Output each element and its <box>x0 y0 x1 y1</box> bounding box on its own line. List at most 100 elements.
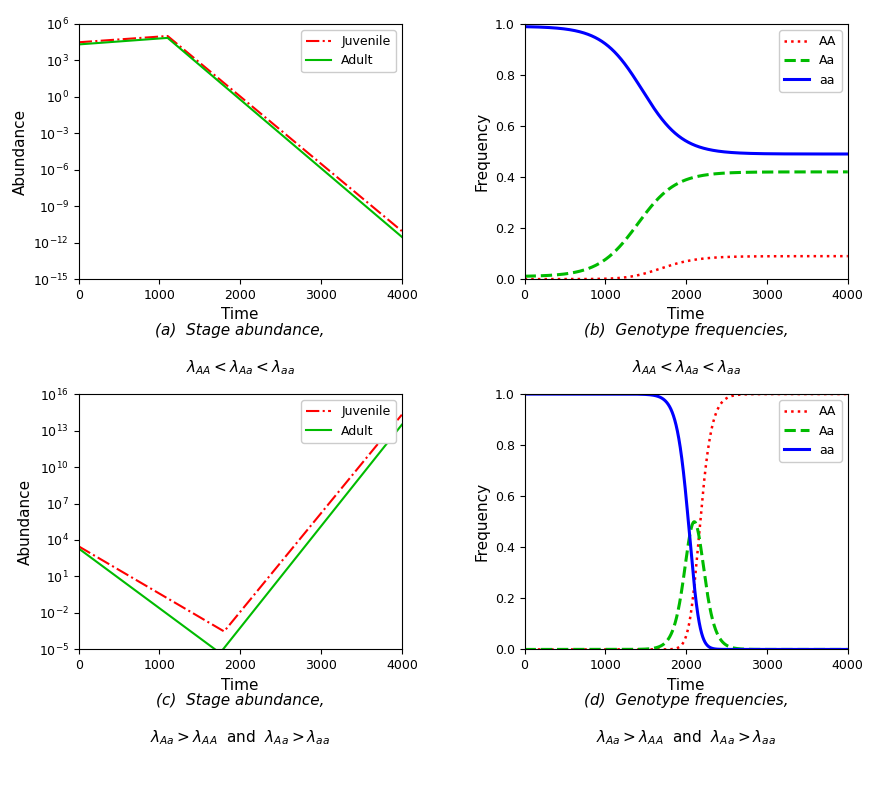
Juvenile <box>212 72 222 82</box>
AA <box>658 645 669 654</box>
Adult <box>309 531 319 540</box>
AA <box>519 645 530 654</box>
Legend: Juvenile, Adult: Juvenile, Adult <box>302 30 396 72</box>
Adult <box>386 223 397 233</box>
Line: Juvenile: Juvenile <box>79 36 402 231</box>
Adult <box>73 544 84 554</box>
AA <box>833 251 843 261</box>
Aa <box>658 640 669 649</box>
Text: $\lambda_{Aa} > \lambda_{AA}$  and  $\lambda_{Aa} > \lambda_{aa}$: $\lambda_{Aa} > \lambda_{AA}$ and $\lamb… <box>596 729 776 748</box>
Line: Adult: Adult <box>79 425 402 653</box>
aa <box>816 149 827 158</box>
Juvenile <box>73 542 84 551</box>
Line: Aa: Aa <box>524 172 848 276</box>
aa <box>519 390 530 399</box>
Juvenile <box>371 442 381 451</box>
aa <box>656 112 666 122</box>
Text: (c)  Stage abundance,: (c) Stage abundance, <box>156 693 324 708</box>
AA <box>843 390 853 399</box>
Y-axis label: Abundance: Abundance <box>18 478 33 565</box>
Adult <box>386 432 397 442</box>
Juvenile <box>212 623 222 632</box>
Adult <box>371 210 381 219</box>
Aa <box>689 517 699 527</box>
aa <box>843 645 853 654</box>
Line: AA: AA <box>524 394 848 649</box>
Line: Adult: Adult <box>79 38 402 237</box>
Juvenile <box>386 422 397 432</box>
AA <box>843 251 853 261</box>
Aa <box>658 189 669 199</box>
aa <box>843 149 853 158</box>
Text: $\lambda_{Aa} > \lambda_{AA}$  and  $\lambda_{Aa} > \lambda_{aa}$: $\lambda_{Aa} > \lambda_{AA}$ and $\lamb… <box>150 729 330 748</box>
Juvenile <box>309 153 319 162</box>
Juvenile <box>397 227 407 236</box>
Aa <box>833 167 843 177</box>
Text: (b)  Genotype frequencies,: (b) Genotype frequencies, <box>584 322 788 337</box>
aa <box>673 430 683 440</box>
AA <box>833 390 843 399</box>
Aa <box>519 272 530 281</box>
aa <box>754 645 765 654</box>
AA <box>816 251 827 261</box>
Juvenile <box>218 626 229 636</box>
Juvenile <box>163 31 173 40</box>
Text: $\lambda_{AA} < \lambda_{Aa} < \lambda_{aa}$: $\lambda_{AA} < \lambda_{Aa} < \lambda_{… <box>186 358 295 377</box>
Line: Aa: Aa <box>524 522 848 649</box>
Text: (d)  Genotype frequencies,: (d) Genotype frequencies, <box>584 693 788 708</box>
AA <box>656 264 666 273</box>
AA <box>673 258 683 268</box>
aa <box>658 394 669 404</box>
Juvenile <box>227 85 238 94</box>
AA <box>754 252 765 261</box>
Juvenile <box>309 518 319 527</box>
aa <box>673 131 683 140</box>
Juvenile <box>73 37 84 47</box>
Adult <box>309 157 319 166</box>
Legend: AA, Aa, aa: AA, Aa, aa <box>779 30 842 92</box>
AA <box>673 643 683 653</box>
X-axis label: Time: Time <box>221 678 259 693</box>
Aa <box>673 178 683 188</box>
Aa <box>833 645 843 654</box>
Adult <box>209 644 219 653</box>
X-axis label: Time: Time <box>668 307 705 322</box>
Adult <box>73 40 84 49</box>
Aa <box>816 167 827 177</box>
aa <box>816 645 827 654</box>
Aa <box>656 192 666 201</box>
Aa <box>519 645 530 654</box>
X-axis label: Time: Time <box>668 678 705 693</box>
AA <box>519 274 530 284</box>
Adult <box>227 88 238 97</box>
Adult <box>227 633 238 642</box>
Adult <box>212 646 222 656</box>
aa <box>519 22 530 32</box>
Aa <box>843 167 853 177</box>
aa <box>658 116 669 125</box>
Adult <box>397 232 407 242</box>
Text: (a)  Stage abundance,: (a) Stage abundance, <box>156 322 325 337</box>
Y-axis label: Frequency: Frequency <box>475 112 489 191</box>
Adult <box>212 75 222 85</box>
Juvenile <box>371 204 381 214</box>
Aa <box>816 645 827 654</box>
aa <box>833 149 843 158</box>
Aa <box>656 642 666 651</box>
AA <box>816 390 827 399</box>
aa <box>656 393 666 402</box>
Juvenile <box>209 70 219 80</box>
AA <box>656 645 666 654</box>
Adult <box>215 649 225 658</box>
Aa <box>754 645 765 654</box>
Aa <box>843 645 853 654</box>
Aa <box>754 167 765 177</box>
Text: $\lambda_{AA} < \lambda_{Aa} < \lambda_{aa}$: $\lambda_{AA} < \lambda_{Aa} < \lambda_{… <box>632 358 740 377</box>
Adult <box>397 420 407 429</box>
Juvenile <box>209 621 219 630</box>
AA <box>754 390 765 399</box>
Adult <box>209 73 219 82</box>
Line: aa: aa <box>524 27 848 154</box>
Legend: AA, Aa, aa: AA, Aa, aa <box>779 400 842 462</box>
aa <box>833 645 843 654</box>
